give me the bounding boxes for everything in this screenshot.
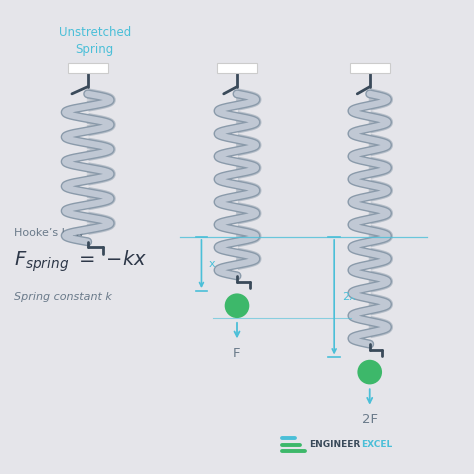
Text: EXCEL: EXCEL [361,440,392,449]
Circle shape [225,293,249,318]
Text: 2x: 2x [342,292,356,302]
Text: Spring constant k: Spring constant k [14,292,112,301]
Text: F: F [233,347,241,360]
Text: Hooke’s Law: Hooke’s Law [14,228,84,237]
Text: 2F: 2F [362,413,378,426]
Text: $\mathit{F}_{spring}$ $=$ $-kx$: $\mathit{F}_{spring}$ $=$ $-kx$ [14,249,147,274]
Text: x: x [209,259,216,269]
Bar [217,63,257,73]
Circle shape [357,360,382,384]
Text: ENGINEER: ENGINEER [310,440,361,449]
Text: Unstretched
Spring: Unstretched Spring [59,26,131,56]
Bar [350,63,390,73]
Bar [67,63,108,73]
